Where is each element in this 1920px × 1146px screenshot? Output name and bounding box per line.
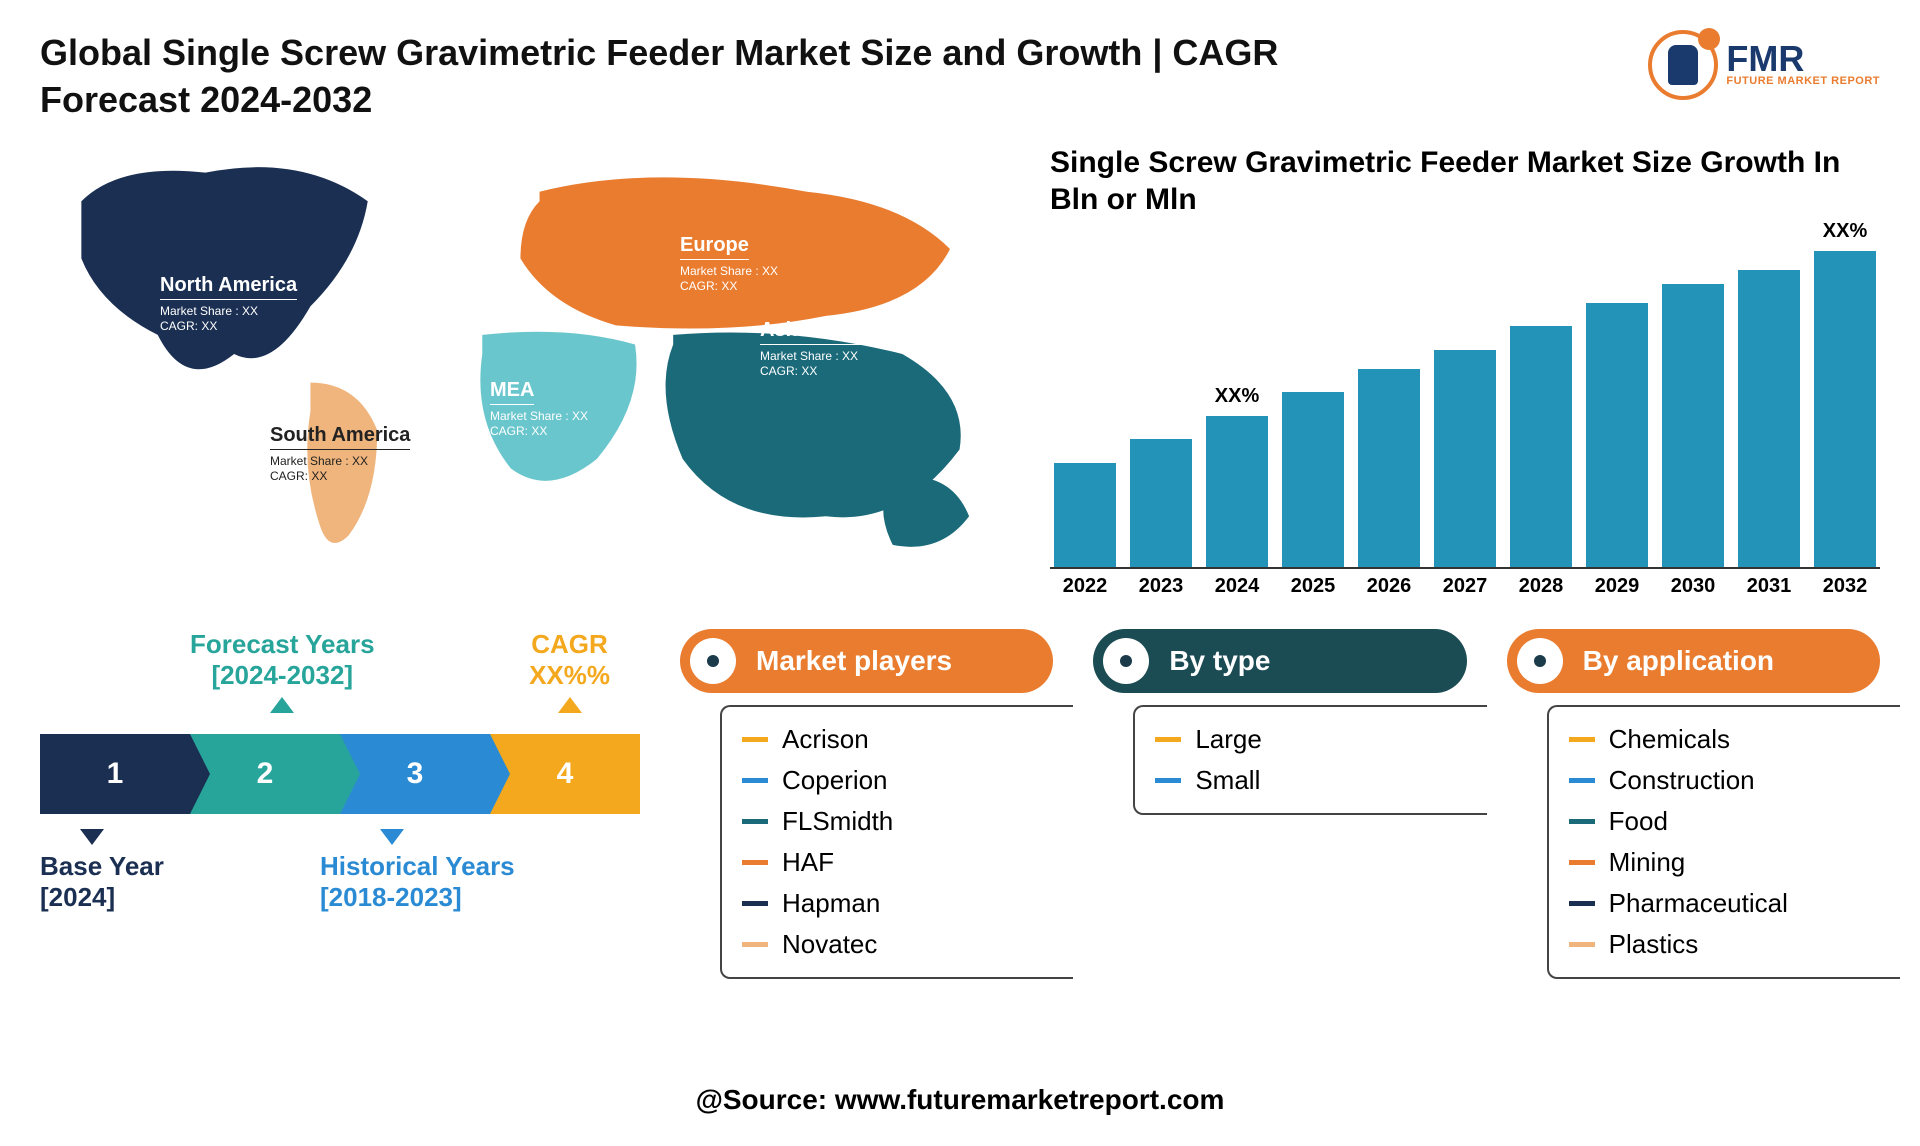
list-item: Hapman [742,883,1053,924]
dash-icon [1155,737,1181,742]
col-application: By application ChemicalsConstructionFoodM… [1507,629,1880,979]
region-label-south-america: South AmericaMarket Share : XXCAGR: XX [270,424,410,485]
arrow-up-icon [270,697,294,713]
cap-forecast-sub: [2024-2032] [190,660,375,691]
header: Global Single Screw Gravimetric Feeder M… [40,30,1880,124]
bar-2028: 2028 [1510,326,1572,566]
list-item: Food [1569,801,1880,842]
bar-2026: 2026 [1358,369,1420,567]
bar-annotation: XX% [1823,220,1867,243]
region-label-asia-pacific: Asia PacificMarket Share : XXCAGR: XX [760,319,872,380]
arrow-up-icon [558,697,582,713]
bar-2023: 2023 [1130,439,1192,566]
bar-2031: 2031 [1738,270,1800,567]
dash-icon [742,819,768,824]
cap-hist-sub: [2018-2023] [320,882,515,913]
bar-2032: 2032XX% [1814,251,1876,567]
page-title: Global Single Screw Gravimetric Feeder M… [40,30,1320,124]
cap-base-title: Base Year [40,851,164,882]
list-players: AcrisonCoperionFLSmidthHAFHapmanNovatec [720,705,1053,979]
cap-forecast-title: Forecast Years [190,629,375,660]
dash-icon [1569,901,1595,906]
cap-cagr-sub: XX%% [529,660,610,691]
cap-hist-title: Historical Years [320,851,515,882]
dash-icon [1569,819,1595,824]
pill-type: By type [1093,629,1466,693]
cap-cagr: CAGR XX%% [529,629,610,713]
dash-icon [742,737,768,742]
col-players: Market players AcrisonCoperionFLSmidthHAF… [680,629,1053,979]
dash-icon [1569,942,1595,947]
pill-application: By application [1507,629,1880,693]
timeline: Forecast Years [2024-2032] CAGR XX%% 123… [40,629,640,814]
list-item: Acrison [742,719,1053,760]
timeline-bar: 1234 [40,734,640,814]
timeline-seg-1: 1 [40,734,190,814]
bars-container: 202220232024XX%2025202620272028202920302… [1050,239,1880,569]
timeline-seg-2: 2 [190,734,340,814]
world-map: North AmericaMarket Share : XXCAGR: XX So… [40,144,1020,564]
bar-annotation: XX% [1215,385,1259,408]
bullet-icon [1517,638,1563,684]
bar-2027: 2027 [1434,350,1496,567]
list-item: Mining [1569,842,1880,883]
region-label-mea: MEAMarket Share : XXCAGR: XX [490,379,588,440]
dash-icon [742,901,768,906]
bullet-icon [690,638,736,684]
list-item: Large [1155,719,1466,760]
brand-logo: FMR FUTURE MARKET REPORT [1648,30,1880,100]
dash-icon [1569,737,1595,742]
map-svg [40,144,1020,564]
cap-cagr-title: CAGR [529,629,610,660]
cap-base-sub: [2024] [40,882,164,913]
arrow-down-icon [80,829,104,845]
dash-icon [742,860,768,865]
logo-sub-text: FUTURE MARKET REPORT [1726,75,1880,87]
bar-2025: 2025 [1282,392,1344,566]
bar-2030: 2030 [1662,284,1724,567]
bar-2024: 2024XX% [1206,416,1268,567]
bullet-icon [1103,638,1149,684]
list-application: ChemicalsConstructionFoodMiningPharmaceu… [1547,705,1880,979]
cap-forecast: Forecast Years [2024-2032] [190,629,375,713]
list-item: Construction [1569,760,1880,801]
bar-2029: 2029 [1586,303,1648,567]
list-item: HAF [742,842,1053,883]
dash-icon [1569,778,1595,783]
col-type: By type LargeSmall [1093,629,1466,815]
timeline-seg-3: 3 [340,734,490,814]
dash-icon [742,778,768,783]
list-item: Chemicals [1569,719,1880,760]
dash-icon [1569,860,1595,865]
chart-title: Single Screw Gravimetric Feeder Market S… [1050,144,1880,219]
dash-icon [742,942,768,947]
logo-brand-text: FMR [1726,43,1880,75]
pill-players: Market players [680,629,1053,693]
list-item: Coperion [742,760,1053,801]
list-item: FLSmidth [742,801,1053,842]
list-item: Plastics [1569,924,1880,965]
bar-2022: 2022 [1054,463,1116,567]
bar-chart: Single Screw Gravimetric Feeder Market S… [1050,144,1880,569]
logo-icon [1648,30,1718,100]
timeline-seg-4: 4 [490,734,640,814]
arrow-down-icon [380,829,404,845]
dash-icon [1155,778,1181,783]
cap-hist: Historical Years [2018-2023] [320,829,515,913]
cap-base: Base Year [2024] [40,829,164,913]
region-north-america [81,167,367,369]
list-item: Pharmaceutical [1569,883,1880,924]
region-label-north-america: North AmericaMarket Share : XXCAGR: XX [160,274,297,335]
list-type: LargeSmall [1133,705,1466,815]
list-item: Novatec [742,924,1053,965]
region-label-europe: EuropeMarket Share : XXCAGR: XX [680,234,778,295]
list-item: Small [1155,760,1466,801]
source-attribution: @Source: www.futuremarketreport.com [0,1084,1920,1116]
